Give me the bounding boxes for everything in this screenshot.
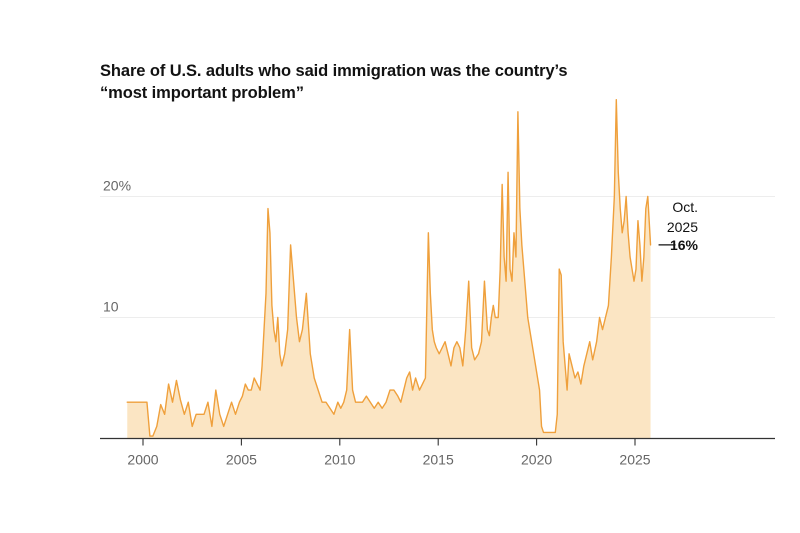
annotation-value: 16%	[670, 237, 699, 253]
title-line-1: Share of U.S. adults who said immigratio…	[100, 62, 568, 80]
y-label-20%: 20%	[103, 178, 131, 194]
annotation-month: Oct.	[672, 199, 698, 215]
x-label-2015: 2015	[423, 452, 454, 468]
x-label-2025: 2025	[619, 452, 650, 468]
x-tick-marks	[142, 438, 636, 446]
x-label-2010: 2010	[324, 452, 355, 468]
x-label-2020: 2020	[521, 452, 552, 468]
end-annotation: Oct. 2025 16%	[658, 199, 699, 253]
y-label-10: 10	[103, 299, 119, 315]
area-series	[126, 99, 652, 439]
title-line-2: “most important problem”	[100, 84, 304, 102]
y-axis-labels: 10 20%	[103, 178, 131, 315]
x-axis	[100, 437, 775, 446]
x-axis-labels: 2000 2005 2010 2015 2020 2025	[127, 452, 650, 468]
x-label-2005: 2005	[226, 452, 257, 468]
x-label-2000: 2000	[127, 452, 158, 468]
gridlines	[100, 196, 775, 318]
page-title: Share of U.S. adults who said immigratio…	[100, 60, 660, 104]
annotation-year: 2025	[667, 219, 698, 235]
area-fill	[127, 99, 651, 439]
area-line	[126, 99, 652, 437]
